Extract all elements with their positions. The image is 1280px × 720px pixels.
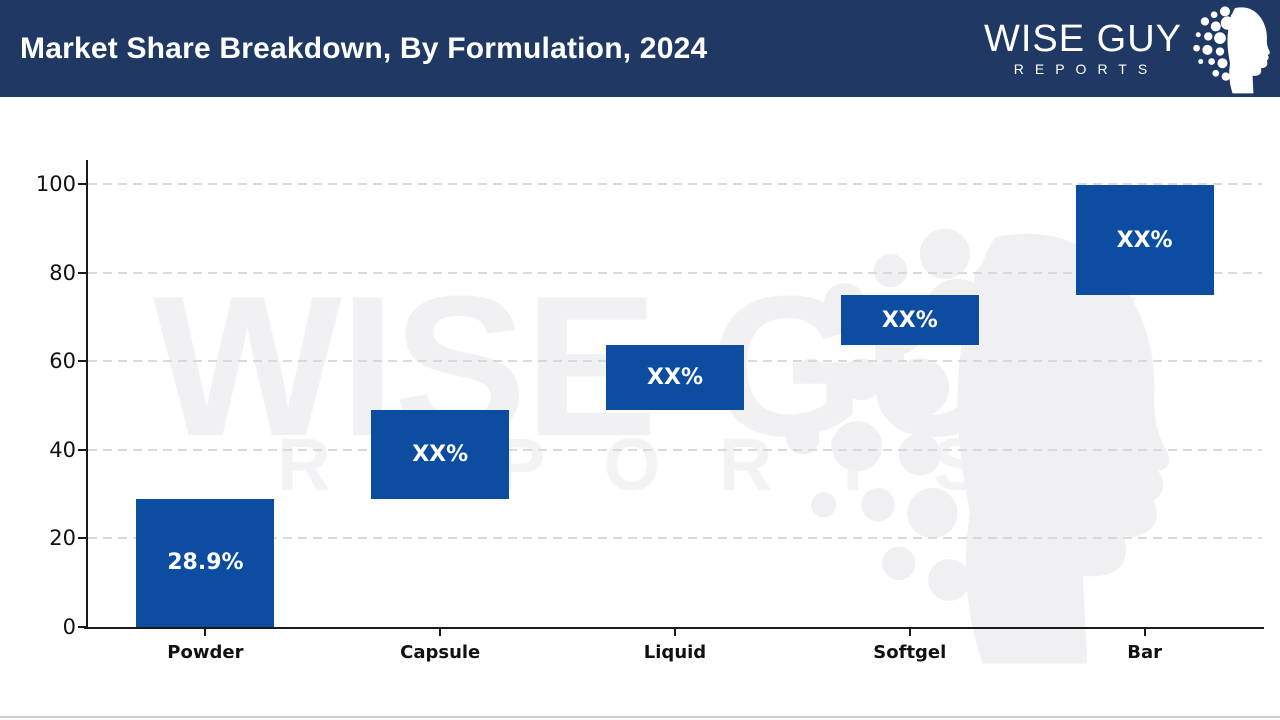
bar-softgel: XX% xyxy=(840,295,979,345)
x-category-label: Softgel xyxy=(873,642,947,663)
x-tick-mark xyxy=(439,629,442,636)
y-tick-label: 100 xyxy=(35,172,76,196)
y-tick-label: 20 xyxy=(49,526,76,551)
x-axis xyxy=(84,627,1264,629)
y-tick-mark xyxy=(78,183,86,185)
gridline xyxy=(88,183,1262,185)
y-tick-label: 40 xyxy=(49,437,76,462)
bar-liquid: XX% xyxy=(606,344,744,411)
y-tick-mark xyxy=(78,448,86,451)
bar-value-label: XX% xyxy=(647,365,703,391)
x-category-label: Liquid xyxy=(643,642,707,663)
x-tick-mark xyxy=(674,629,676,636)
bar-value-label: XX% xyxy=(881,307,938,333)
y-tick-mark xyxy=(78,271,86,274)
x-category-label: Powder xyxy=(167,642,244,663)
gridline xyxy=(88,537,1262,540)
wise-guy-head-icon xyxy=(1184,3,1276,95)
y-tick-label: 60 xyxy=(49,349,76,374)
bar-capsule: XX% xyxy=(371,410,510,499)
y-tick-mark xyxy=(78,626,86,628)
plot-region: 28.9% XX% XX% XX% XX% xyxy=(88,183,1262,627)
bar-value-label: 28.9% xyxy=(167,550,244,576)
x-tick-mark xyxy=(908,629,911,636)
bar-powder: 28.9% xyxy=(136,498,275,627)
y-tick-mark xyxy=(78,360,86,363)
x-category-label: Bar xyxy=(1127,642,1162,663)
bar-value-label: XX% xyxy=(412,442,469,468)
gridline xyxy=(88,271,1262,274)
gridline xyxy=(88,448,1262,451)
bar-bar: XX% xyxy=(1075,184,1214,296)
logo-line2: REPORTS xyxy=(1013,61,1159,77)
y-tick-label: 80 xyxy=(49,260,76,285)
x-category-label: Capsule xyxy=(400,642,481,663)
page-title: Market Share Breakdown, By Formulation, … xyxy=(20,31,708,65)
wise-guy-logo: WISE GUY REPORTS xyxy=(984,2,1276,95)
bottom-divider xyxy=(0,716,1280,718)
logo-line1: WISE GUY xyxy=(983,18,1182,60)
chart-area: WISE GUY REPORTS 28.9%XX%XX%XX%XX% 02040… xyxy=(0,97,1280,720)
bar-value-label: XX% xyxy=(1116,227,1173,253)
y-tick-mark xyxy=(78,537,86,540)
x-tick-mark xyxy=(204,629,207,636)
logo-wordmark: WISE GUY REPORTS xyxy=(984,20,1182,77)
y-tick-label: 0 xyxy=(62,615,76,639)
header: Market Share Breakdown, By Formulation, … xyxy=(0,0,1280,97)
x-tick-mark xyxy=(1143,629,1146,636)
y-axis xyxy=(86,160,88,629)
